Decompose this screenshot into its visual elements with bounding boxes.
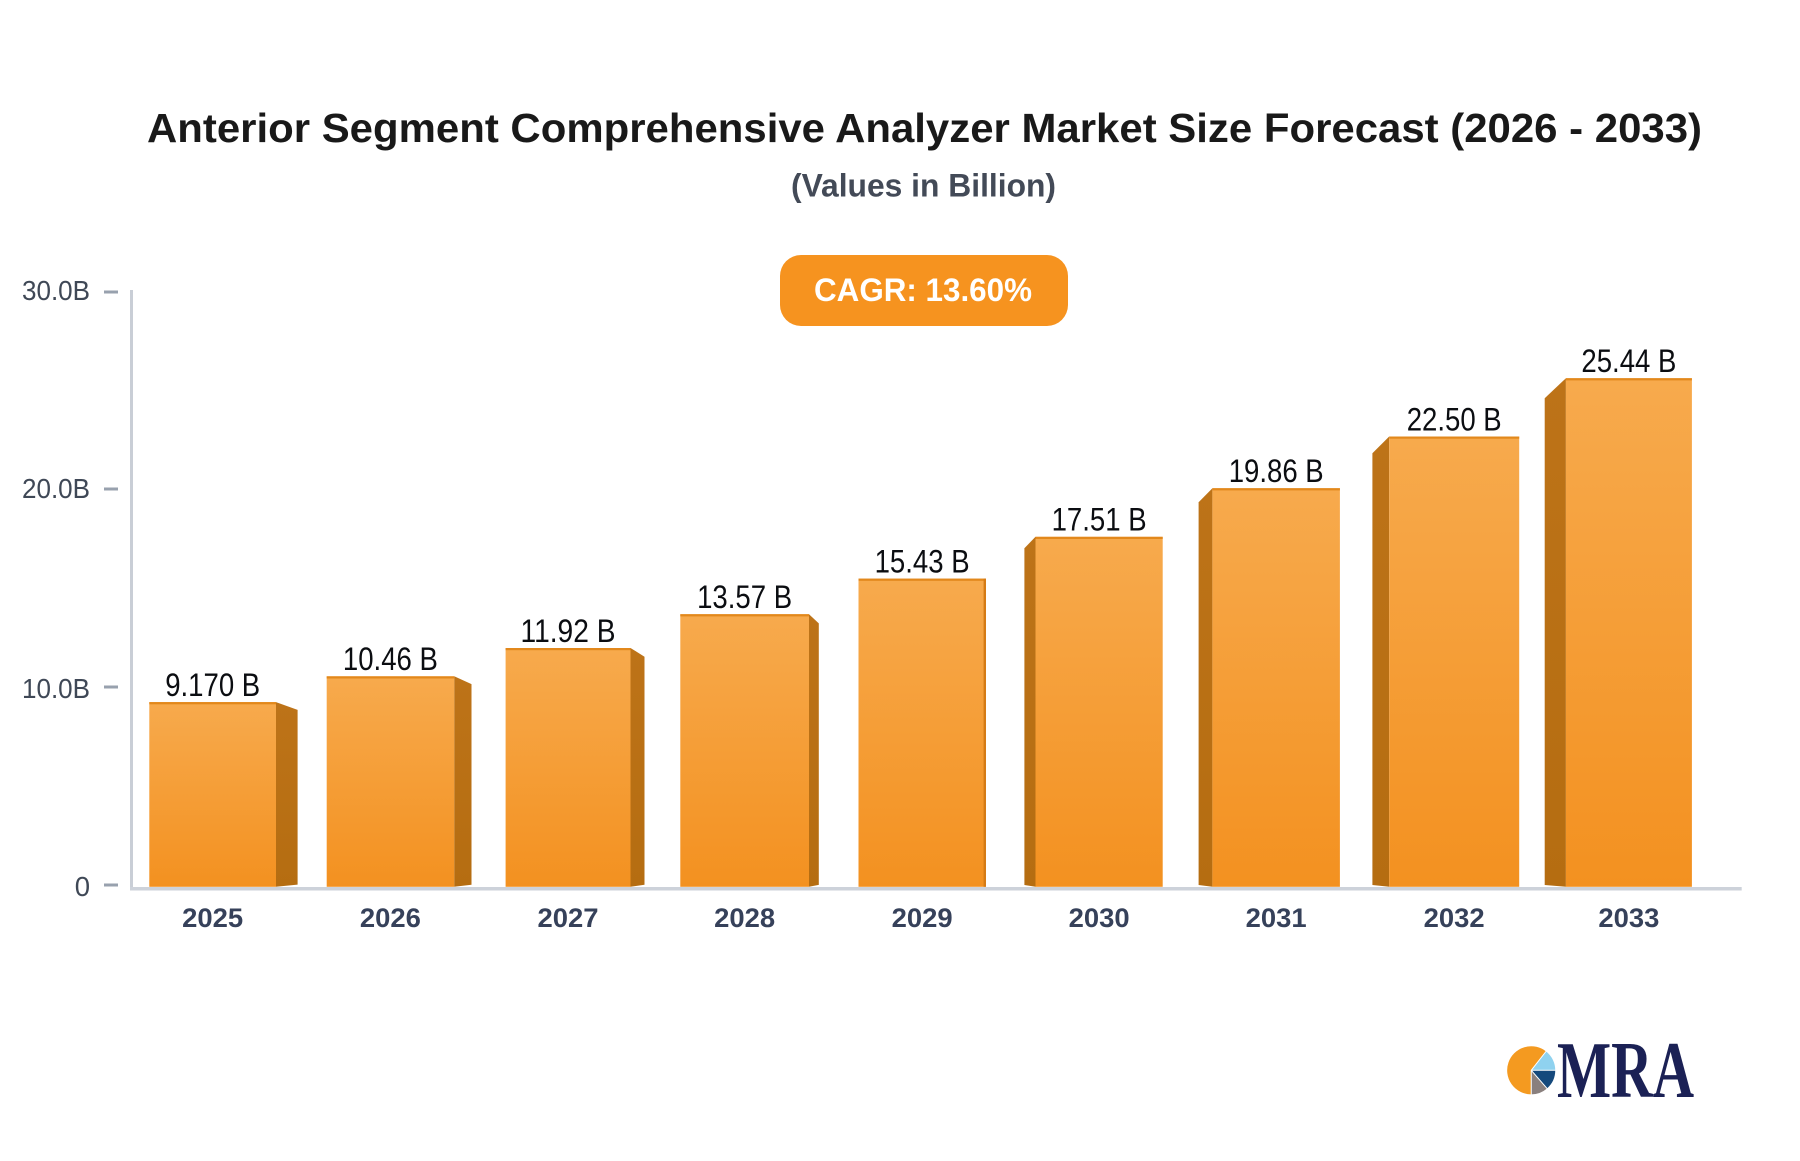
svg-text:22.50 B: 22.50 B (1407, 401, 1502, 437)
svg-text:15.43 B: 15.43 B (875, 543, 970, 579)
svg-text:19.86 B: 19.86 B (1229, 453, 1324, 489)
svg-text:0: 0 (75, 871, 90, 902)
svg-text:2029: 2029 (892, 903, 953, 933)
svg-text:CAGR: 13.60%: CAGR: 13.60% (814, 272, 1032, 308)
svg-text:9.170 B: 9.170 B (165, 667, 260, 703)
svg-text:2025: 2025 (182, 903, 243, 933)
svg-text:Anterior Segment Comprehensive: Anterior Segment Comprehensive Analyzer … (147, 105, 1702, 151)
svg-text:11.92 B: 11.92 B (521, 613, 616, 649)
svg-text:2027: 2027 (538, 903, 599, 933)
svg-text:2026: 2026 (360, 903, 421, 933)
svg-text:2032: 2032 (1424, 903, 1485, 933)
svg-text:10.46 B: 10.46 B (343, 641, 438, 677)
svg-text:2028: 2028 (714, 903, 775, 933)
svg-text:MRA: MRA (1557, 1027, 1694, 1115)
svg-text:2030: 2030 (1069, 903, 1130, 933)
svg-text:25.44 B: 25.44 B (1581, 343, 1676, 379)
svg-text:(Values in Billion): (Values in Billion) (791, 168, 1056, 204)
svg-text:2033: 2033 (1598, 903, 1659, 933)
svg-text:13.57 B: 13.57 B (697, 579, 792, 615)
svg-text:2031: 2031 (1246, 903, 1307, 933)
svg-text:10.0B: 10.0B (22, 673, 90, 704)
svg-text:30.0B: 30.0B (22, 275, 90, 306)
svg-text:17.51 B: 17.51 B (1052, 502, 1147, 538)
svg-text:20.0B: 20.0B (22, 473, 90, 504)
